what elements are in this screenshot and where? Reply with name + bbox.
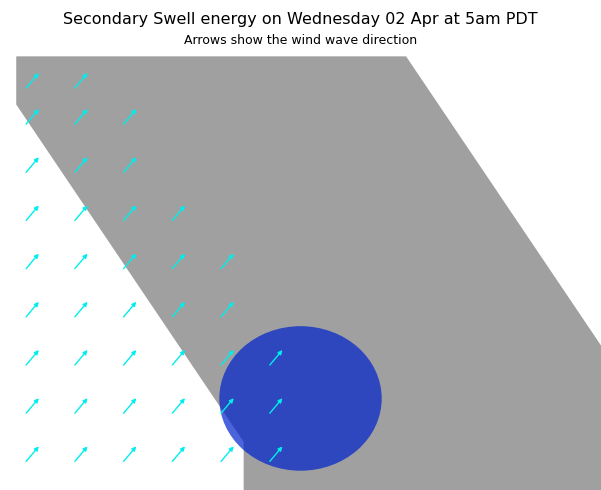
Text: Arrows show the wind wave direction: Arrows show the wind wave direction: [184, 34, 417, 47]
Text: Secondary Swell energy on Wednesday 02 Apr at 5am PDT: Secondary Swell energy on Wednesday 02 A…: [63, 12, 538, 27]
Ellipse shape: [219, 326, 382, 471]
Polygon shape: [16, 56, 601, 490]
